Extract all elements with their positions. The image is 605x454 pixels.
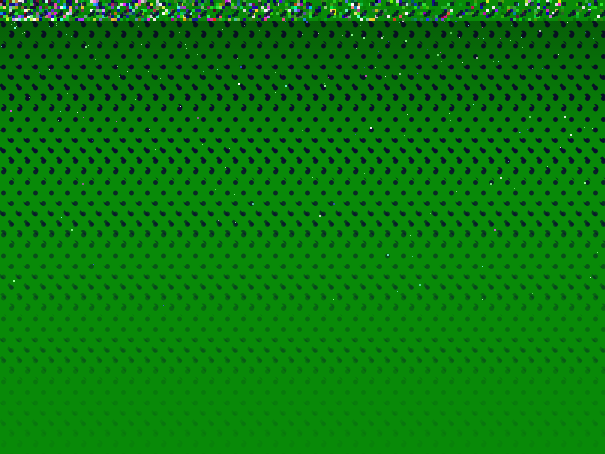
corrupted-scanline-band bbox=[0, 0, 605, 21]
noise-canvas bbox=[0, 0, 605, 21]
